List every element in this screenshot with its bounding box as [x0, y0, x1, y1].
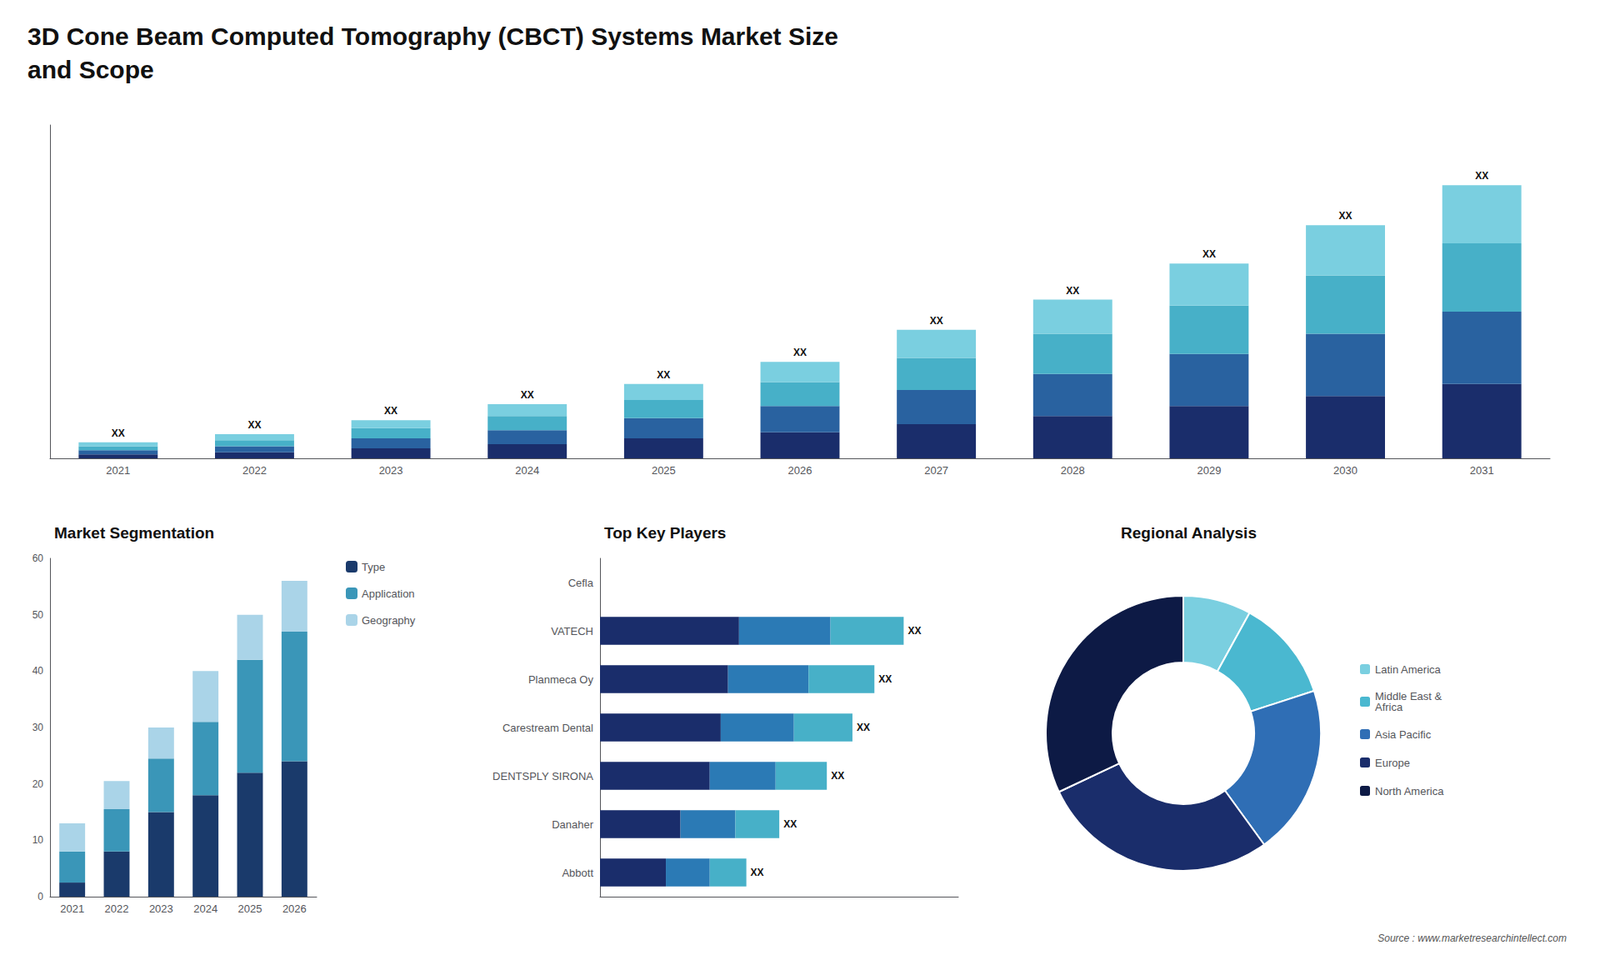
- svg-text:Abbott: Abbott: [561, 866, 594, 880]
- svg-text:Africa: Africa: [1375, 700, 1404, 714]
- svg-text:3D Cone Beam Computed Tomograp: 3D Cone Beam Computed Tomography (CBCT) …: [27, 22, 839, 50]
- svg-text:2021: 2021: [105, 464, 130, 477]
- svg-text:Latin America: Latin America: [1375, 663, 1442, 676]
- svg-text:XX: XX: [793, 346, 807, 359]
- svg-text:Planmeca Oy: Planmeca Oy: [528, 673, 595, 686]
- svg-text:Application: Application: [361, 587, 415, 600]
- svg-text:40: 40: [32, 665, 45, 677]
- svg-text:XX: XX: [783, 818, 797, 830]
- svg-text:Type: Type: [361, 560, 385, 574]
- svg-text:Source : www.marketresearchint: Source : www.marketresearchintellect.com: [1377, 932, 1567, 945]
- svg-text:XX: XX: [1202, 248, 1216, 260]
- svg-text:XX: XX: [384, 405, 398, 417]
- svg-text:Europe: Europe: [1375, 756, 1410, 770]
- svg-text:XX: XX: [111, 427, 125, 440]
- svg-text:2024: 2024: [193, 902, 218, 915]
- svg-text:2022: 2022: [105, 902, 130, 915]
- svg-text:2026: 2026: [788, 464, 813, 477]
- svg-text:XX: XX: [1065, 285, 1080, 297]
- svg-text:Geography: Geography: [361, 614, 416, 627]
- svg-text:30: 30: [32, 721, 45, 734]
- svg-text:Danaher: Danaher: [551, 818, 595, 831]
- svg-text:XX: XX: [878, 673, 892, 685]
- svg-text:DENTSPLY SIRONA: DENTSPLY SIRONA: [492, 770, 594, 783]
- svg-text:XX: XX: [907, 625, 921, 637]
- svg-text:2028: 2028: [1060, 464, 1085, 477]
- svg-text:2022: 2022: [242, 464, 267, 477]
- svg-text:XX: XX: [247, 419, 261, 431]
- svg-text:Asia Pacific: Asia Pacific: [1375, 728, 1432, 741]
- svg-text:North America: North America: [1375, 785, 1445, 798]
- svg-text:XX: XX: [856, 721, 870, 734]
- svg-text:XX: XX: [830, 770, 845, 782]
- svg-text:Top Key Players: Top Key Players: [604, 524, 726, 542]
- svg-text:2021: 2021: [60, 902, 85, 915]
- svg-text:Market Segmentation: Market Segmentation: [54, 524, 215, 542]
- svg-text:2025: 2025: [651, 464, 676, 477]
- svg-text:50: 50: [32, 609, 45, 621]
- svg-text:2030: 2030: [1333, 464, 1358, 477]
- svg-text:and Scope: and Scope: [27, 55, 155, 84]
- svg-text:2024: 2024: [515, 464, 540, 477]
- svg-text:XX: XX: [930, 315, 944, 327]
- svg-text:VATECH: VATECH: [550, 625, 594, 638]
- svg-text:2023: 2023: [379, 464, 404, 477]
- svg-text:XX: XX: [1475, 170, 1489, 182]
- svg-text:2023: 2023: [149, 902, 174, 915]
- svg-text:XX: XX: [656, 369, 670, 381]
- svg-text:60: 60: [32, 552, 45, 565]
- svg-text:2026: 2026: [282, 902, 307, 915]
- svg-text:2027: 2027: [924, 464, 949, 477]
- svg-text:Middle East &: Middle East &: [1375, 690, 1442, 703]
- svg-text:Regional Analysis: Regional Analysis: [1120, 524, 1257, 542]
- svg-text:XX: XX: [520, 389, 535, 401]
- svg-text:2031: 2031: [1470, 464, 1495, 477]
- svg-text:Carestream Dental: Carestream Dental: [502, 721, 594, 735]
- svg-text:2029: 2029: [1196, 464, 1221, 477]
- svg-text:2025: 2025: [238, 902, 263, 915]
- svg-text:XX: XX: [750, 866, 765, 879]
- svg-text:Cefla: Cefla: [568, 576, 595, 590]
- svg-text:10: 10: [32, 834, 45, 846]
- svg-text:0: 0: [37, 890, 44, 903]
- svg-text:XX: XX: [1339, 210, 1353, 222]
- svg-text:20: 20: [32, 778, 45, 790]
